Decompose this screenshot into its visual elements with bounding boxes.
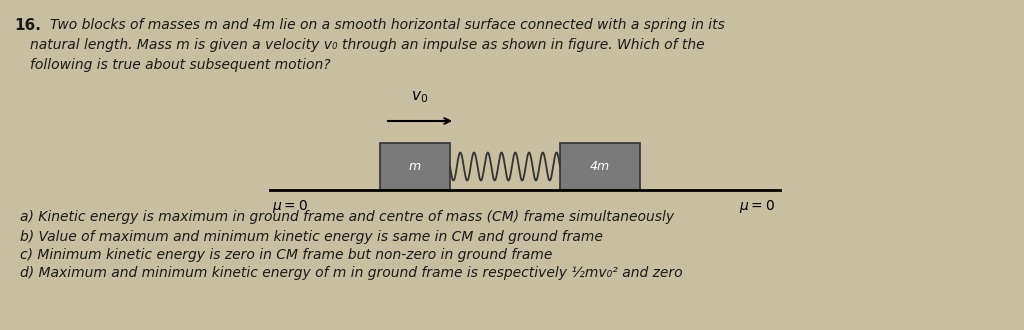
Text: following is true about subsequent motion?: following is true about subsequent motio… bbox=[30, 58, 331, 72]
Text: $\mu = 0$: $\mu = 0$ bbox=[272, 198, 308, 215]
Text: $\mu = 0$: $\mu = 0$ bbox=[739, 198, 775, 215]
Text: $v_0$: $v_0$ bbox=[412, 89, 429, 105]
Bar bbox=[380, 143, 450, 190]
Text: a) Kinetic energy is maximum in ground frame and centre of mass (CM) frame simul: a) Kinetic energy is maximum in ground f… bbox=[20, 210, 674, 224]
Text: d) Maximum and minimum kinetic energy of m in ground frame is respectively ½mv₀²: d) Maximum and minimum kinetic energy of… bbox=[20, 266, 683, 280]
Text: Two blocks of masses m and 4m lie on a smooth horizontal surface connected with : Two blocks of masses m and 4m lie on a s… bbox=[50, 18, 725, 32]
Bar bbox=[560, 143, 640, 190]
Text: 4m: 4m bbox=[590, 160, 610, 173]
Text: 16.: 16. bbox=[14, 18, 41, 33]
Text: b) Value of maximum and minimum kinetic energy is same in CM and ground frame: b) Value of maximum and minimum kinetic … bbox=[20, 230, 603, 244]
Text: m: m bbox=[409, 160, 421, 173]
Text: c) Minimum kinetic energy is zero in CM frame but non-zero in ground frame: c) Minimum kinetic energy is zero in CM … bbox=[20, 248, 552, 262]
Text: natural length. Mass m is given a velocity v₀ through an impulse as shown in fig: natural length. Mass m is given a veloci… bbox=[30, 38, 705, 52]
